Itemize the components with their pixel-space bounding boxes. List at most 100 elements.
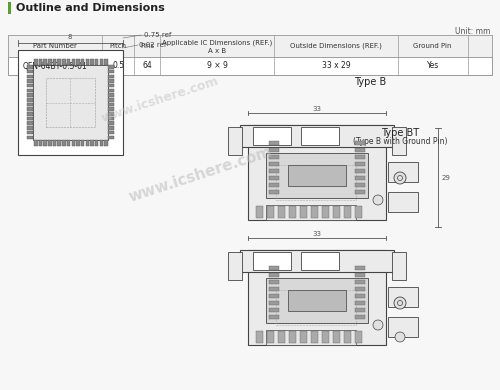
Bar bbox=[355, 183, 365, 187]
Bar bbox=[27, 98, 33, 101]
Bar bbox=[108, 112, 114, 115]
Bar bbox=[392, 127, 406, 155]
Bar bbox=[108, 89, 114, 92]
Bar bbox=[240, 250, 394, 272]
Bar bbox=[266, 153, 368, 198]
Circle shape bbox=[373, 320, 383, 330]
Bar bbox=[228, 252, 242, 280]
Bar bbox=[81, 140, 84, 146]
Text: 8: 8 bbox=[68, 34, 72, 40]
Bar bbox=[46, 78, 95, 127]
Bar bbox=[269, 169, 279, 173]
Bar bbox=[301, 252, 339, 270]
Bar bbox=[322, 331, 329, 343]
Bar bbox=[72, 59, 75, 65]
Bar bbox=[27, 135, 33, 139]
Bar bbox=[27, 131, 33, 134]
Bar bbox=[81, 59, 84, 65]
Bar bbox=[240, 125, 394, 147]
Bar bbox=[388, 162, 418, 182]
Bar bbox=[108, 103, 114, 106]
Bar bbox=[108, 70, 114, 73]
Circle shape bbox=[373, 195, 383, 205]
Bar bbox=[27, 126, 33, 129]
Bar bbox=[48, 59, 51, 65]
Bar bbox=[108, 131, 114, 134]
Bar bbox=[8, 2, 11, 14]
Bar bbox=[27, 121, 33, 125]
Bar bbox=[388, 192, 418, 212]
Bar bbox=[95, 140, 98, 146]
Bar bbox=[27, 89, 33, 92]
Bar bbox=[388, 287, 418, 307]
Bar bbox=[355, 287, 365, 291]
Bar bbox=[269, 141, 279, 145]
Circle shape bbox=[394, 172, 406, 184]
Bar bbox=[90, 59, 94, 65]
Bar bbox=[344, 206, 351, 218]
Bar bbox=[269, 294, 279, 298]
Bar bbox=[355, 266, 365, 270]
Bar bbox=[108, 74, 114, 78]
Bar bbox=[27, 117, 33, 120]
Bar bbox=[27, 103, 33, 106]
Bar bbox=[301, 127, 339, 145]
Bar bbox=[288, 290, 346, 311]
Bar bbox=[86, 59, 89, 65]
Text: 64: 64 bbox=[142, 62, 152, 71]
Bar bbox=[266, 205, 356, 220]
Bar bbox=[76, 59, 80, 65]
Bar bbox=[269, 308, 279, 312]
Text: 0.75 ref: 0.75 ref bbox=[144, 32, 172, 38]
Bar bbox=[392, 252, 406, 280]
Bar bbox=[34, 140, 37, 146]
Bar bbox=[8, 35, 492, 57]
Bar bbox=[27, 112, 33, 115]
Bar bbox=[355, 331, 362, 343]
Bar bbox=[355, 308, 365, 312]
Bar bbox=[269, 155, 279, 159]
Bar bbox=[34, 59, 37, 65]
Bar bbox=[269, 190, 279, 194]
Text: 9 × 9: 9 × 9 bbox=[207, 62, 228, 71]
Bar bbox=[108, 93, 114, 97]
Bar bbox=[355, 162, 365, 166]
Bar bbox=[322, 206, 329, 218]
Bar bbox=[267, 206, 274, 218]
Bar bbox=[108, 84, 114, 87]
Bar bbox=[62, 59, 66, 65]
Text: Outline and Dimensions: Outline and Dimensions bbox=[16, 3, 165, 13]
Text: (Type B with Ground Pin): (Type B with Ground Pin) bbox=[353, 136, 448, 145]
Bar bbox=[355, 273, 365, 277]
Bar bbox=[355, 294, 365, 298]
Bar bbox=[53, 59, 56, 65]
Bar bbox=[44, 140, 47, 146]
Bar bbox=[269, 301, 279, 305]
Bar bbox=[62, 140, 66, 146]
Bar bbox=[67, 140, 70, 146]
Bar bbox=[48, 140, 51, 146]
Text: 29: 29 bbox=[442, 174, 450, 181]
Bar bbox=[27, 79, 33, 83]
Bar bbox=[27, 93, 33, 97]
Text: Type B: Type B bbox=[354, 77, 386, 87]
Bar bbox=[108, 79, 114, 83]
Bar bbox=[108, 98, 114, 101]
Bar bbox=[311, 206, 318, 218]
Bar bbox=[289, 331, 296, 343]
Text: QFN-64BT-0.5-01: QFN-64BT-0.5-01 bbox=[23, 62, 88, 71]
Bar bbox=[288, 165, 346, 186]
Bar bbox=[267, 331, 274, 343]
Bar bbox=[76, 140, 80, 146]
Bar bbox=[276, 165, 356, 200]
Bar bbox=[344, 331, 351, 343]
Bar bbox=[104, 59, 108, 65]
Bar bbox=[269, 266, 279, 270]
Text: Part Number: Part Number bbox=[34, 43, 77, 49]
Text: 33 x 29: 33 x 29 bbox=[322, 62, 350, 71]
Bar bbox=[269, 176, 279, 180]
Bar bbox=[269, 280, 279, 284]
Bar bbox=[108, 107, 114, 111]
Text: 33: 33 bbox=[312, 231, 322, 237]
Bar bbox=[108, 121, 114, 125]
